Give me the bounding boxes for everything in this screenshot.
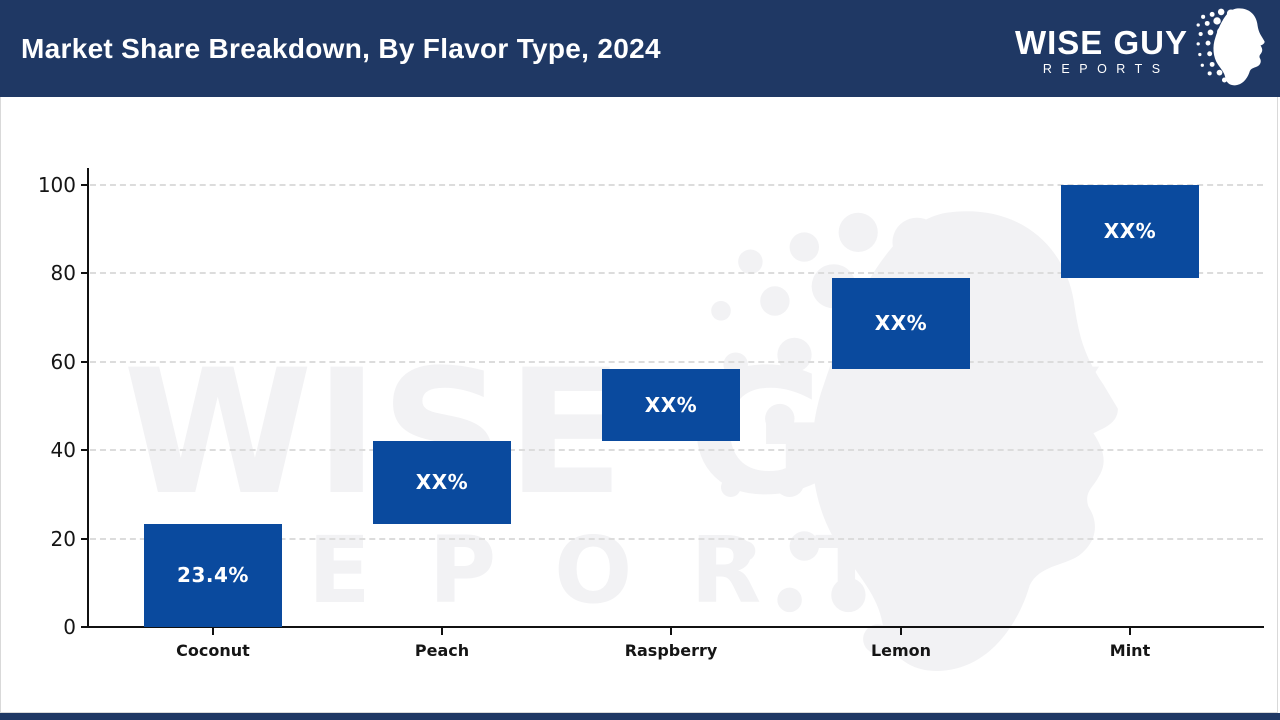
y-tick-mark [81, 184, 88, 186]
bar-value-label: XX% [1103, 219, 1157, 244]
y-gridline [90, 537, 1263, 540]
y-gridline [90, 449, 1263, 452]
page-title: Market Share Breakdown, By Flavor Type, … [21, 32, 661, 64]
x-tick-label-mint: Mint [1109, 641, 1151, 660]
bar-raspberry: XX% [602, 368, 740, 442]
bar-value-label: XX% [644, 393, 698, 418]
x-tick-mark [670, 628, 672, 635]
bar-coconut: 23.4% [144, 523, 282, 627]
y-tick-label: 0 [63, 615, 76, 639]
logo-text: WISE GUY REPORTS [1015, 26, 1188, 76]
x-tick-label-lemon: Lemon [870, 641, 932, 660]
x-tick-label-coconut: Coconut [176, 641, 250, 660]
x-tick-label-peach: Peach [414, 641, 470, 660]
y-tick-mark [81, 272, 88, 275]
bar-lemon: XX% [832, 277, 970, 369]
y-gridline [90, 184, 1263, 186]
y-tick-label: 20 [50, 526, 76, 551]
x-axis-line [87, 626, 1264, 628]
header-bar: Market Share Breakdown, By Flavor Type, … [0, 0, 1280, 97]
x-tick-mark [441, 628, 443, 635]
y-gridline [90, 272, 1263, 275]
x-tick-mark [900, 628, 902, 635]
y-tick-mark [81, 449, 88, 452]
y-gridline [90, 360, 1263, 363]
y-tick-label: 60 [50, 349, 76, 374]
x-tick-mark [212, 628, 214, 635]
bar-value-label: XX% [415, 470, 469, 495]
y-tick-label: 40 [50, 438, 76, 463]
x-tick-label-raspberry: Raspberry [624, 641, 718, 660]
y-tick-mark [81, 626, 88, 628]
y-tick-mark [81, 360, 88, 363]
y-tick-mark [81, 537, 88, 540]
bar-peach: XX% [373, 441, 511, 524]
logo-reports-label: REPORTS [1042, 61, 1170, 76]
bar-mint: XX% [1061, 185, 1199, 278]
footer-accent-bar [0, 713, 1280, 720]
x-tick-mark [1129, 628, 1131, 635]
bar-value-label: 23.4% [177, 563, 249, 588]
y-axis-line [87, 168, 89, 628]
wise-guy-logo: WISE GUY REPORTS [1015, 4, 1272, 92]
bar-value-label: XX% [874, 311, 928, 336]
y-tick-label: 80 [50, 261, 76, 286]
y-tick-label: 100 [37, 173, 76, 197]
logo-wordmark: WISE GUY [1014, 24, 1188, 62]
